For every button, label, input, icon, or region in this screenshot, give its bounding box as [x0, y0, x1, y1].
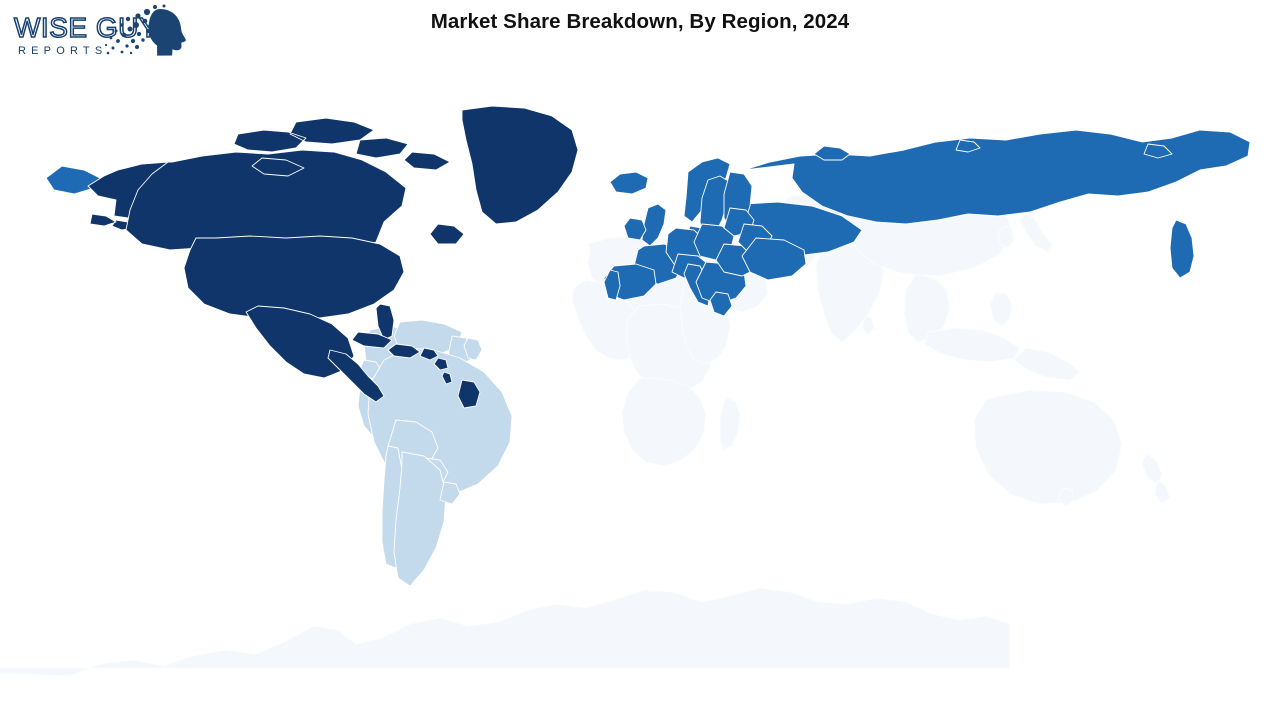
country-new-zealand[interactable]	[1142, 454, 1170, 504]
country-iceland[interactable]	[610, 172, 648, 194]
country-africa-south[interactable]	[622, 378, 706, 466]
country-argentina[interactable]	[394, 452, 446, 586]
country-russia[interactable]	[744, 130, 1250, 224]
country-caribbean-islands[interactable]	[420, 348, 452, 384]
head-profile-dots-icon	[104, 4, 186, 56]
country-canada-arctic-islands[interactable]	[234, 118, 450, 176]
country-russia-kamchatka[interactable]	[1170, 220, 1194, 278]
region-north-america[interactable]	[88, 106, 578, 408]
country-russia-chukotka-west[interactable]	[46, 166, 100, 194]
country-tasmania[interactable]	[1058, 488, 1074, 506]
country-korea[interactable]	[998, 226, 1014, 248]
country-new-guinea[interactable]	[1014, 348, 1080, 380]
region-south-america[interactable]	[358, 320, 512, 586]
country-russia-arctic-islands[interactable]	[814, 140, 1172, 160]
country-united-states[interactable]	[184, 236, 404, 318]
country-australia[interactable]	[974, 390, 1122, 504]
world-map-svg	[0, 48, 1280, 720]
country-ukraine[interactable]	[742, 238, 806, 280]
region-rest-of-world[interactable]	[0, 182, 1170, 676]
country-sri-lanka[interactable]	[862, 316, 874, 334]
country-suriname[interactable]	[464, 338, 482, 360]
country-central-america[interactable]	[328, 350, 384, 402]
country-mexico[interactable]	[246, 306, 354, 378]
logo-wordmark-wise-guy: WISE GUY	[13, 11, 158, 44]
logo-wordmark-reports: REPORTS	[18, 45, 107, 57]
svg-text:WISE GUY: WISE GUY	[14, 12, 158, 43]
country-greece[interactable]	[710, 292, 732, 316]
country-portugal[interactable]	[604, 270, 620, 300]
country-hispaniola[interactable]	[388, 344, 420, 358]
country-uruguay[interactable]	[440, 482, 460, 504]
logo-artwork: WISE GUY REPORTS	[13, 4, 186, 57]
country-cuba[interactable]	[352, 332, 392, 348]
country-philippines[interactable]	[990, 292, 1012, 326]
country-french-guiana[interactable]	[458, 380, 480, 408]
country-indonesia[interactable]	[924, 328, 1020, 362]
country-japan[interactable]	[1020, 214, 1052, 252]
country-ireland[interactable]	[624, 218, 646, 240]
world-map	[0, 48, 1280, 720]
wise-guy-reports-logo: WISE GUY REPORTS	[12, 4, 197, 62]
svg-text:REPORTS: REPORTS	[18, 45, 107, 57]
country-greenland[interactable]	[462, 106, 578, 224]
continent-antarctica[interactable]	[0, 588, 1010, 676]
region-europe[interactable]	[46, 130, 1250, 316]
country-madagascar[interactable]	[720, 398, 740, 450]
chart-title: Market Share Breakdown, By Region, 2024	[430, 10, 850, 33]
country-canada-newfoundland[interactable]	[430, 224, 464, 244]
